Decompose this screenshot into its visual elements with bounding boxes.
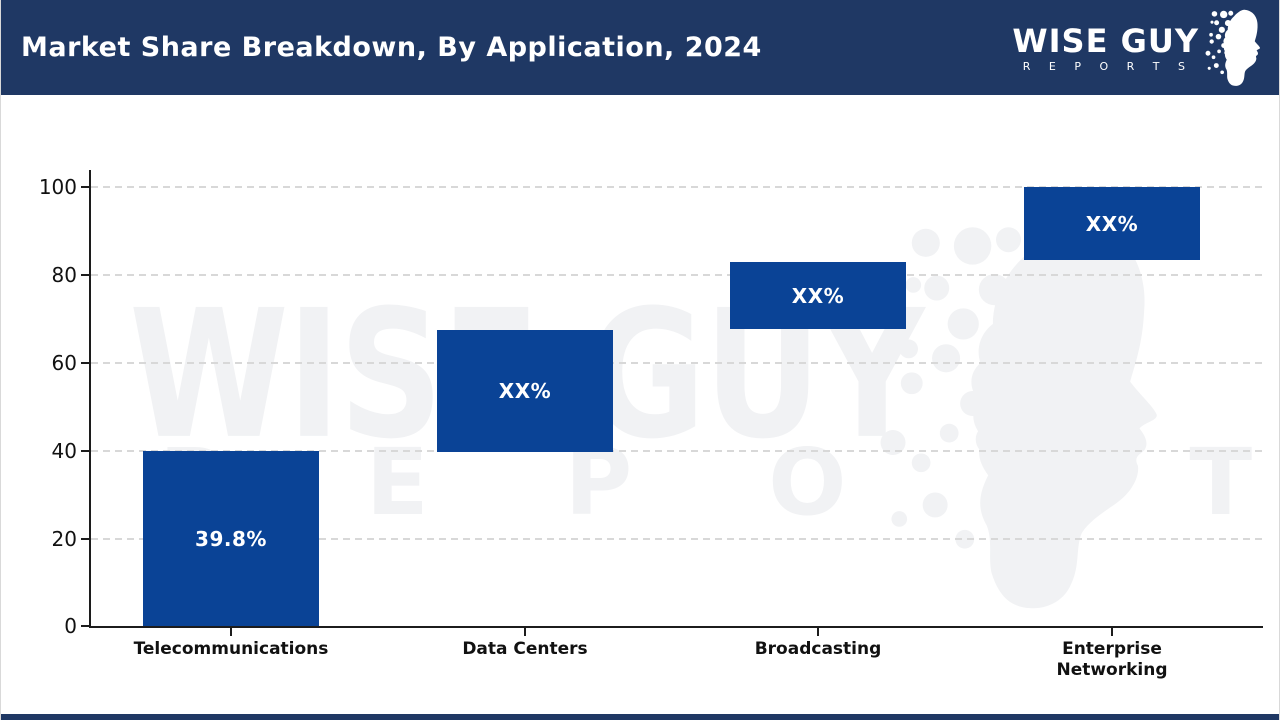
y-tick [81, 450, 90, 452]
gridline-100 [91, 186, 1263, 188]
y-tick-label-0: 0 [64, 614, 77, 638]
dotted-head-logo-icon [1205, 9, 1261, 86]
bar-value-label: XX% [1085, 211, 1139, 236]
x-category-label: Telecommunications [133, 639, 329, 659]
bar-value-label: XX% [498, 379, 552, 403]
x-category-label: Broadcasting [754, 639, 882, 659]
y-tick [81, 538, 90, 540]
y-tick [81, 186, 90, 188]
brand-logo-text: WISE GUY R E P O R T S [1012, 24, 1199, 73]
y-tick-label-60: 60 [51, 351, 77, 375]
y-tick-label-80: 80 [51, 263, 77, 287]
x-category-label: Data Centers [462, 639, 588, 659]
bar-value-label: 39.8% [195, 526, 267, 551]
brand-subname: R E P O R T S [1022, 59, 1193, 73]
gridline-60 [91, 362, 1263, 364]
x-axis-line [89, 626, 1263, 628]
gridline-80 [91, 274, 1263, 276]
page-title: Market Share Breakdown, By Application, … [21, 32, 762, 63]
brand-name: WISE GUY [1012, 21, 1199, 60]
y-axis-line [89, 170, 91, 628]
gridline-40 [91, 450, 1263, 452]
y-tick [81, 625, 90, 627]
y-tick [81, 362, 90, 364]
x-category-label: Enterprise Networking [1056, 639, 1168, 680]
bar-data-centers: XX% [437, 330, 613, 452]
gridline-20 [91, 538, 1263, 540]
bar-telecommunications: 39.8% [143, 451, 319, 626]
header-bar: Market Share Breakdown, By Application, … [1, 0, 1279, 95]
y-tick-label-20: 20 [51, 527, 77, 551]
y-tick-label-100: 100 [38, 175, 77, 199]
x-tick [230, 628, 232, 636]
x-tick [817, 628, 819, 636]
bar-enterprise-networking: XX% [1024, 187, 1200, 260]
x-tick [524, 628, 526, 636]
bar-broadcasting: XX% [730, 262, 906, 329]
footer-bar [1, 714, 1279, 720]
y-tick-label-40: 40 [51, 439, 77, 463]
brand-logo: WISE GUY R E P O R T S [1012, 7, 1267, 89]
bar-value-label: XX% [791, 283, 845, 308]
x-tick [1111, 628, 1113, 636]
y-tick [81, 274, 90, 276]
